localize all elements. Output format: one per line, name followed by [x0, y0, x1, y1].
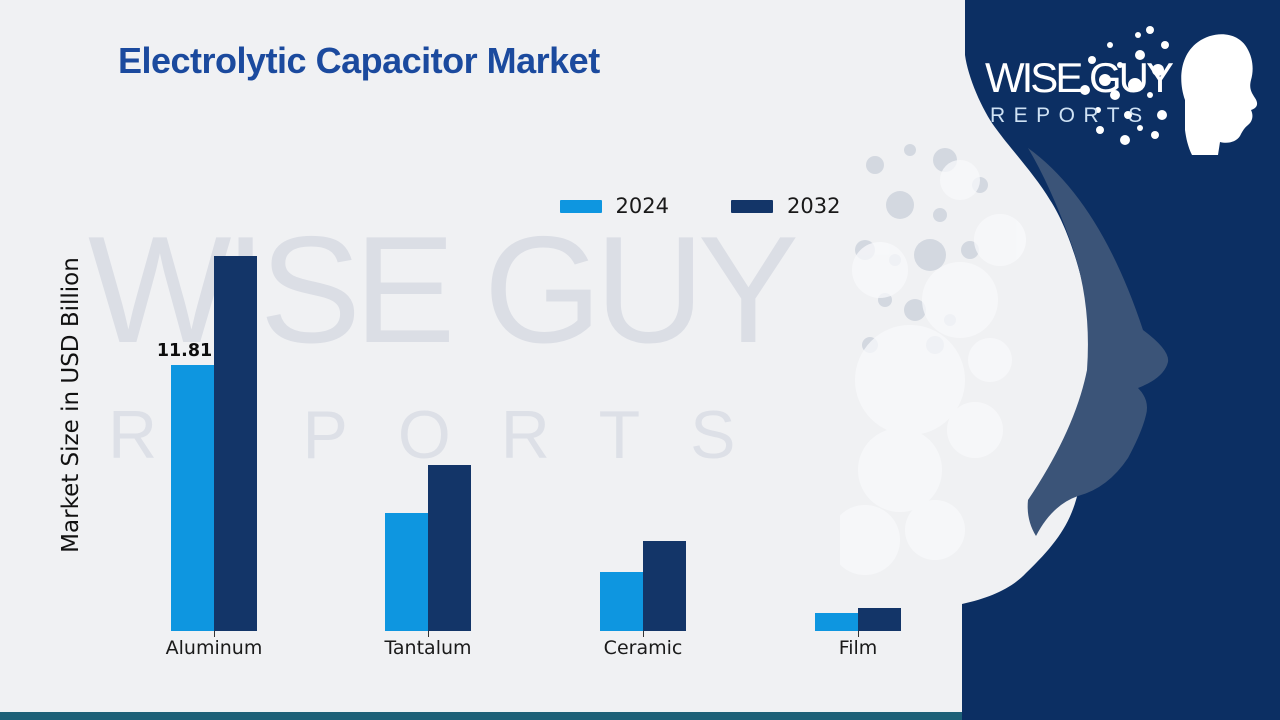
data-label: 11.81 [156, 341, 213, 361]
bar-ceramic-2032 [643, 541, 686, 631]
bar-ceramic-2024 [600, 572, 643, 631]
chart-title: Electrolytic Capacitor Market [118, 40, 600, 81]
bar-film-2032 [858, 608, 901, 631]
bar-aluminum-2032 [214, 256, 257, 631]
bottom-accent-bar [0, 712, 962, 720]
x-axis-tick [858, 631, 859, 637]
bar-tantalum-2032 [428, 465, 471, 631]
legend-label-2024: 2024 [615, 194, 669, 218]
legend-item-2032: 2032 [731, 194, 840, 218]
legend-label-2032: 2032 [787, 194, 841, 218]
x-axis-tick [643, 631, 644, 637]
x-axis-tick [214, 631, 215, 637]
x-axis-tick [428, 631, 429, 637]
watermark: WISE GUY REPORTS [88, 205, 799, 474]
bar-aluminum-2024 [171, 365, 214, 631]
category-label-aluminum: Aluminum [165, 637, 263, 659]
category-label-ceramic: Ceramic [603, 637, 683, 659]
bar-tantalum-2024 [385, 513, 428, 631]
legend-item-2024: 2024 [559, 194, 669, 218]
legend-swatch-2024 [559, 199, 602, 213]
category-label-film: Film [838, 637, 878, 659]
bar-film-2024 [815, 613, 858, 631]
legend-swatch-2032 [731, 199, 773, 213]
watermark-line1: WISE GUY [88, 205, 799, 375]
category-label-tantalum: Tantalum [384, 637, 472, 659]
legend: 2024 2032 [500, 194, 900, 218]
